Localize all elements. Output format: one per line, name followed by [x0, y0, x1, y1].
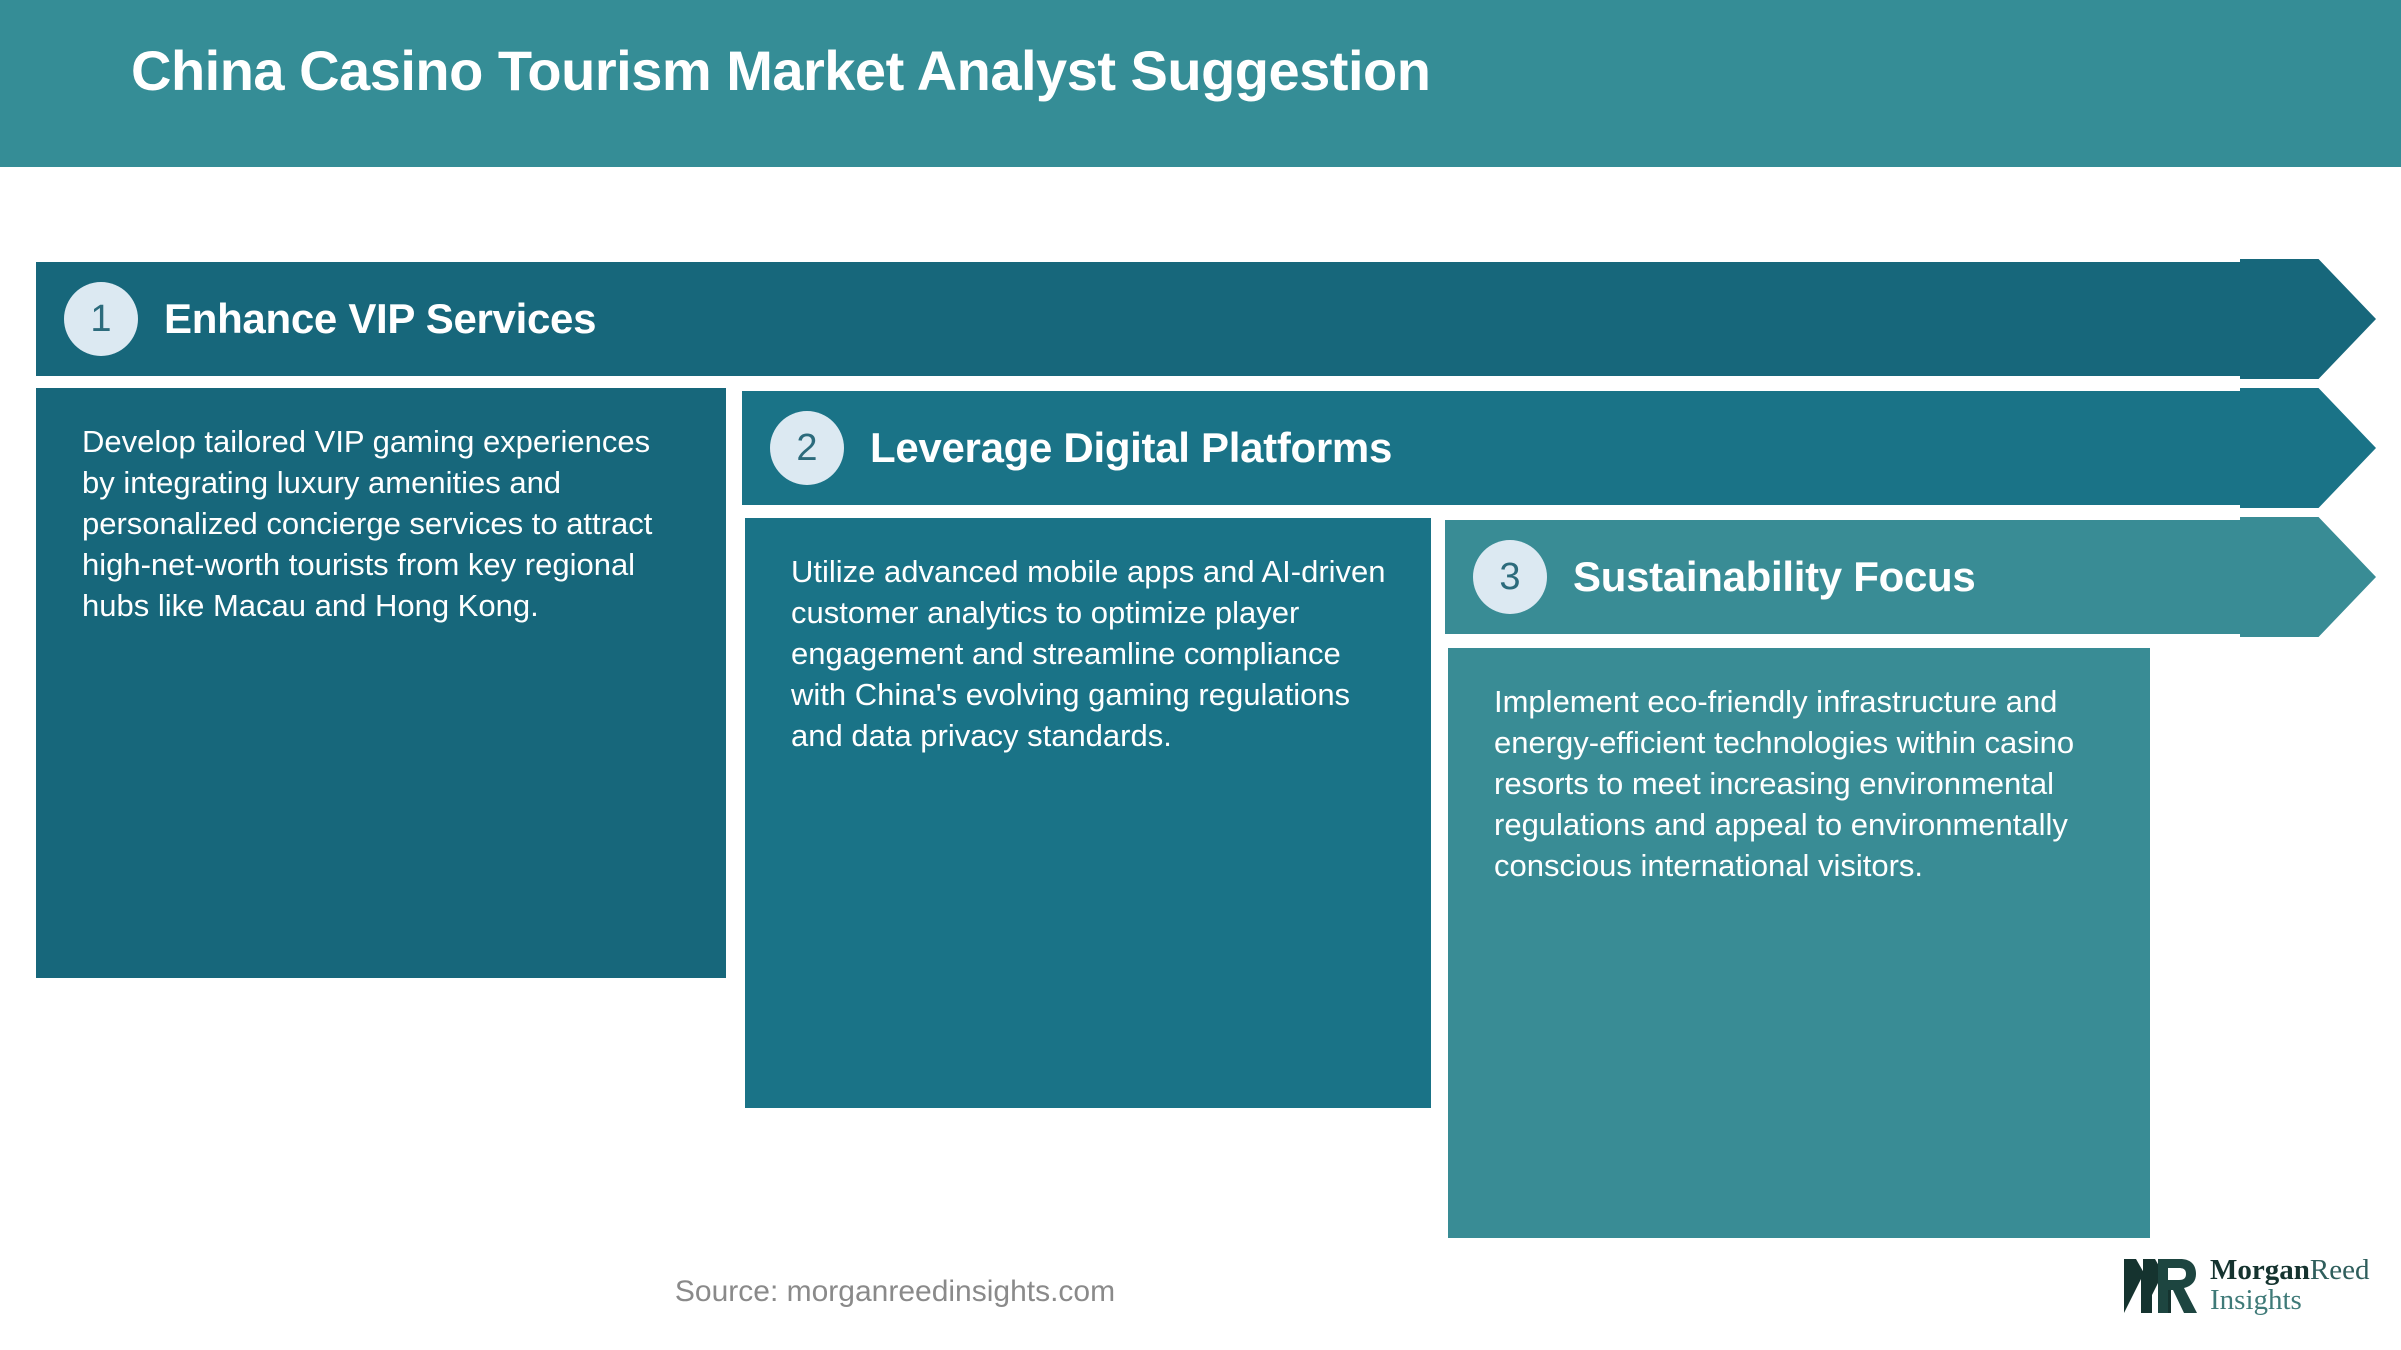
step-number-badge-2: 2 [770, 411, 844, 485]
logo-insights: Insights [2210, 1284, 2302, 1316]
step-title-1: Enhance VIP Services [164, 295, 597, 342]
arrow-shape-2 [742, 388, 2376, 508]
logo-line1: MorganReed [2210, 1256, 2369, 1286]
header-bar: China Casino Tourism Market Analyst Sugg… [0, 0, 2401, 167]
step-card-3: Implement eco-friendly infrastructure an… [1448, 648, 2150, 1238]
arrow-shape-3 [1445, 517, 2376, 637]
logo-text: MorganReed Insights [2210, 1256, 2369, 1315]
step-title-3: Sustainability Focus [1573, 553, 1976, 600]
logo-morgan: Morgan [2210, 1254, 2310, 1287]
step-body-1: Develop tailored VIP gaming experiences … [82, 424, 653, 623]
step-card-1: Develop tailored VIP gaming experiences … [36, 388, 726, 978]
step-band-2-label: 2 Leverage Digital Platforms [770, 388, 1392, 508]
step-title-2: Leverage Digital Platforms [870, 424, 1393, 471]
step-number-badge-1: 1 [64, 282, 138, 356]
step-body-2: Utilize advanced mobile apps and AI-driv… [791, 554, 1386, 753]
step-card-2: Utilize advanced mobile apps and AI-driv… [745, 518, 1431, 1108]
arrow-shape-1 [36, 259, 2376, 379]
step-band-2[interactable]: 2 Leverage Digital Platforms [742, 388, 2376, 508]
step-band-3[interactable]: 3 Sustainability Focus [1445, 517, 2376, 637]
brand-logo: MorganReed Insights [2122, 1250, 2380, 1322]
step-band-1[interactable]: 1 Enhance VIP Services [36, 259, 2376, 379]
step-body-3: Implement eco-friendly infrastructure an… [1494, 684, 2075, 883]
step-number-badge-3: 3 [1473, 540, 1547, 614]
step-band-1-label: 1 Enhance VIP Services [64, 259, 596, 379]
page-title: China Casino Tourism Market Analyst Sugg… [131, 39, 1431, 102]
step-band-3-label: 3 Sustainability Focus [1473, 517, 1976, 637]
logo-reed: Reed [2309, 1254, 2370, 1287]
mr-monogram-icon [2124, 1259, 2197, 1313]
source-note: Source: morganreedinsights.com [674, 1275, 1116, 1308]
